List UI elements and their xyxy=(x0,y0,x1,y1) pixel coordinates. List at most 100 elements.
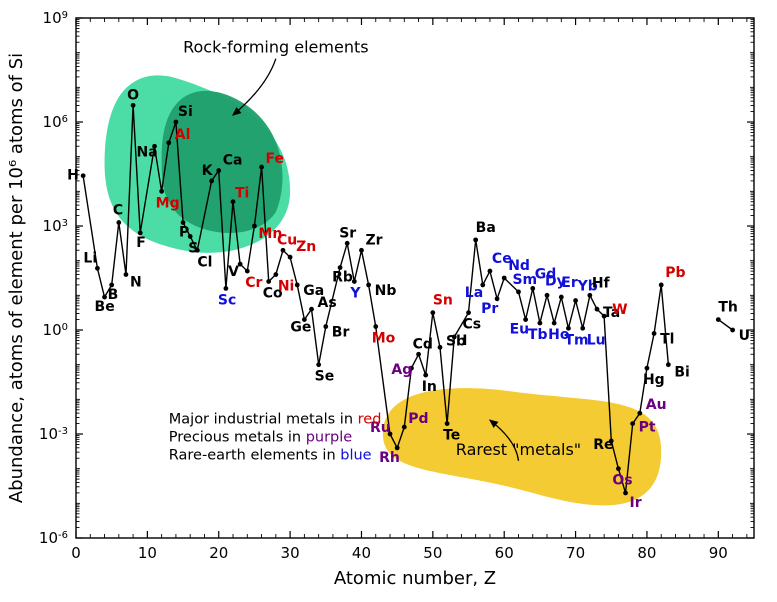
element-label-Al: Al xyxy=(175,127,191,143)
element-point xyxy=(659,283,664,288)
x-tick-label: 0 xyxy=(71,544,81,562)
element-label-Ca: Ca xyxy=(223,153,243,169)
y-tick-label: 10-3 xyxy=(39,425,68,443)
y-tick-label: 106 xyxy=(43,113,68,131)
element-label-La: La xyxy=(465,285,483,301)
element-point xyxy=(552,321,557,326)
element-point xyxy=(652,331,657,336)
element-label-Au: Au xyxy=(646,397,667,413)
element-label-As: As xyxy=(318,295,337,311)
element-point xyxy=(438,345,443,350)
x-tick-label: 50 xyxy=(423,544,442,562)
element-label-I: I xyxy=(462,333,467,349)
element-label-K: K xyxy=(202,163,214,179)
element-point xyxy=(281,248,286,253)
element-label-Pr: Pr xyxy=(481,301,498,317)
element-label-Y: Y xyxy=(349,285,361,301)
y-axis-label: Abundance, atoms of element per 10⁶ atom… xyxy=(6,53,27,503)
element-label-Tb: Tb xyxy=(528,327,548,343)
y-tick-label: 100 xyxy=(43,321,68,339)
element-point xyxy=(630,421,635,426)
element-label-Br: Br xyxy=(332,325,350,341)
x-tick-label: 20 xyxy=(209,544,228,562)
element-label-Eu: Eu xyxy=(510,322,530,338)
element-point xyxy=(716,317,721,322)
element-point xyxy=(573,298,578,303)
legend-line-2: Rare-earth elements in blue xyxy=(169,448,372,464)
element-point xyxy=(159,189,164,194)
element-point xyxy=(316,362,321,367)
element-point xyxy=(166,140,171,145)
element-point xyxy=(473,237,478,242)
element-point xyxy=(124,272,129,277)
element-point xyxy=(245,269,250,274)
element-label-Ge: Ge xyxy=(290,320,311,336)
element-label-Rb: Rb xyxy=(332,270,353,286)
element-point xyxy=(602,314,607,319)
element-label-Mo: Mo xyxy=(372,331,396,347)
element-label-Zn: Zn xyxy=(296,239,316,255)
element-label-Mg: Mg xyxy=(156,195,180,211)
element-point xyxy=(223,286,228,291)
element-label-B: B xyxy=(108,287,119,303)
rock_forming-label: Rock-forming elements xyxy=(183,38,368,57)
element-label-Pt: Pt xyxy=(639,420,656,436)
element-label-Hg: Hg xyxy=(643,372,665,388)
element-label-Tl: Tl xyxy=(660,331,674,347)
element-label-C: C xyxy=(113,203,123,219)
element-label-Sc: Sc xyxy=(218,292,236,308)
element-label-Bi: Bi xyxy=(674,365,689,381)
element-label-P: P xyxy=(179,225,189,241)
element-label-Hf: Hf xyxy=(592,275,611,291)
x-tick-label: 60 xyxy=(495,544,514,562)
element-label-Ti: Ti xyxy=(235,186,249,202)
legend-line-0: Major industrial metals in red xyxy=(169,412,382,428)
element-label-Cl: Cl xyxy=(197,254,212,270)
element-point xyxy=(580,326,585,331)
element-label-Ir: Ir xyxy=(630,495,642,511)
element-point xyxy=(288,255,293,260)
element-point xyxy=(730,328,735,333)
element-label-Cd: Cd xyxy=(413,336,433,352)
element-point xyxy=(81,173,86,178)
element-label-Li: Li xyxy=(83,250,97,266)
abundance-line-detached xyxy=(718,320,732,330)
element-point xyxy=(323,324,328,329)
element-label-Se: Se xyxy=(315,369,335,385)
element-label-Fe: Fe xyxy=(266,151,285,167)
element-point xyxy=(273,272,278,277)
element-point xyxy=(259,165,264,170)
element-label-In: In xyxy=(422,379,437,395)
element-point xyxy=(373,324,378,329)
element-point xyxy=(637,411,642,416)
element-point xyxy=(452,335,457,340)
element-point xyxy=(295,283,300,288)
element-point xyxy=(116,220,121,225)
abundance-chart: 010203040506070809010-610-3100103106109A… xyxy=(0,0,777,602)
element-point xyxy=(216,168,221,173)
y-tick-label: 103 xyxy=(43,217,68,235)
element-label-W: W xyxy=(612,302,627,318)
element-point xyxy=(359,248,364,253)
element-point xyxy=(616,466,621,471)
legend-line-1: Precious metals in purple xyxy=(169,430,353,446)
element-point xyxy=(666,362,671,367)
element-label-Cu: Cu xyxy=(277,232,297,248)
element-point xyxy=(131,103,136,108)
x-tick-label: 70 xyxy=(566,544,585,562)
element-label-Ag: Ag xyxy=(391,362,412,378)
element-point xyxy=(566,326,571,331)
element-label-Zr: Zr xyxy=(365,232,382,248)
element-point xyxy=(416,352,421,357)
element-label-Ni: Ni xyxy=(278,279,295,295)
element-label-V: V xyxy=(228,264,239,280)
element-point xyxy=(252,224,257,229)
element-label-Pb: Pb xyxy=(665,265,685,281)
element-label-Sn: Sn xyxy=(433,293,453,309)
element-point xyxy=(587,293,592,298)
x-tick-label: 80 xyxy=(637,544,656,562)
element-point xyxy=(537,321,542,326)
element-label-Os: Os xyxy=(612,473,632,489)
x-tick-label: 90 xyxy=(709,544,728,562)
element-point xyxy=(623,491,628,496)
